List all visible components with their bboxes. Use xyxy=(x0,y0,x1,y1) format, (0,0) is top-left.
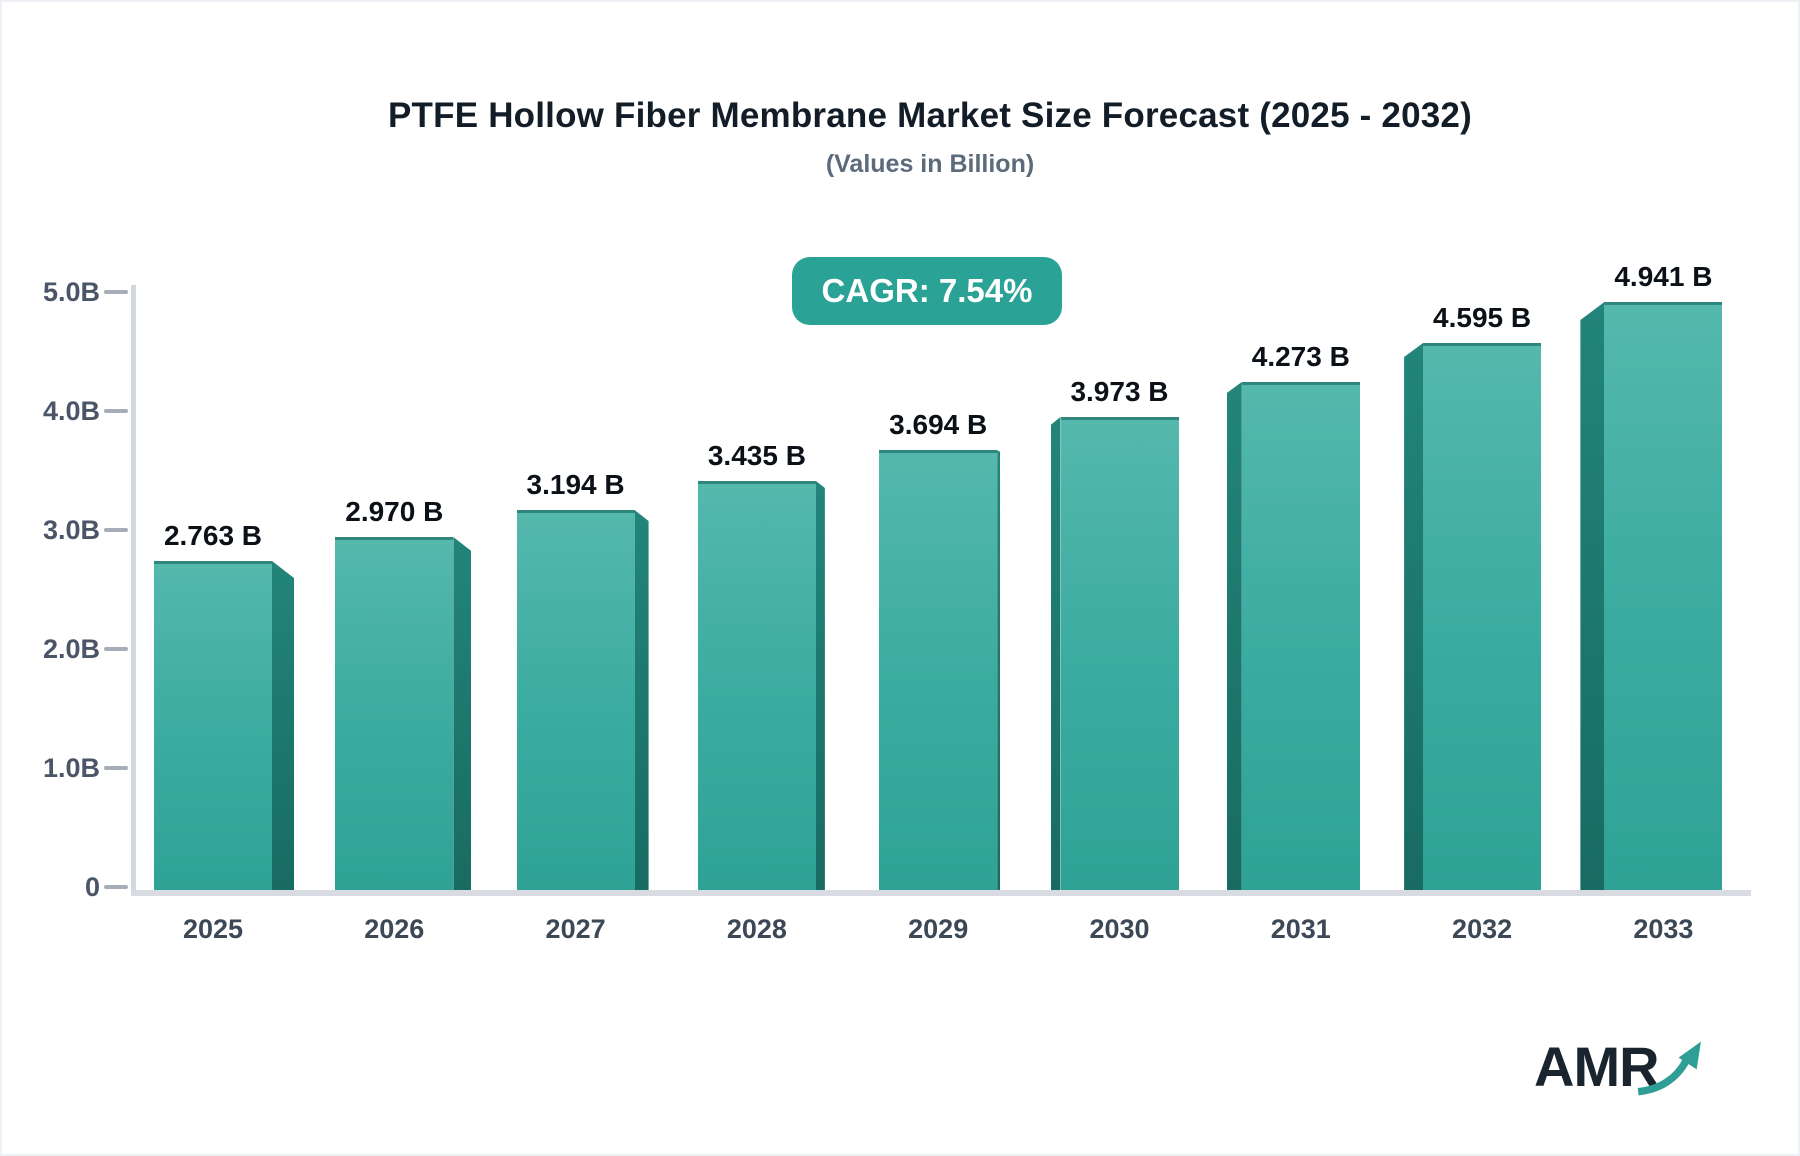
y-tick-label: 4.0B xyxy=(42,396,100,426)
bar-top-edge xyxy=(1604,302,1723,305)
chart-title: PTFE Hollow Fiber Membrane Market Size F… xyxy=(388,96,1472,135)
chart-subtitle: (Values in Billion) xyxy=(825,150,1035,178)
y-tick-label: 1.0B xyxy=(42,753,100,783)
x-tick-label: 2031 xyxy=(1270,914,1331,944)
bar-2027: 3.194 B xyxy=(516,469,649,890)
bar-2031: 4.273 B xyxy=(1226,341,1360,890)
bar-2033: 4.941 B xyxy=(1580,261,1723,890)
y-tick-dash xyxy=(104,290,128,294)
x-tick-label: 2025 xyxy=(182,914,244,944)
bar-value-label: 4.595 B xyxy=(1433,302,1532,333)
y-tick-label: 2.0B xyxy=(42,634,100,664)
y-tick-dash xyxy=(104,647,128,651)
bar-2029: 3.694 B xyxy=(879,409,1001,890)
x-tick-label: 2027 xyxy=(545,914,606,944)
bar-value-label: 3.194 B xyxy=(526,469,625,500)
bar-value-label: 2.763 B xyxy=(163,520,263,551)
bar-2032: 4.595 B xyxy=(1404,302,1542,890)
bar-3d-side xyxy=(634,510,649,890)
bar-value-label: 4.273 B xyxy=(1251,341,1350,372)
bar-value-label: 4.941 B xyxy=(1614,261,1713,292)
bar-3d-side xyxy=(1404,343,1424,890)
x-axis-line xyxy=(131,890,1751,896)
bar-top-edge xyxy=(879,450,998,453)
y-tick-label: 5.0B xyxy=(42,277,100,307)
y-tick-dash xyxy=(104,766,128,770)
bar-3d-side xyxy=(272,561,294,890)
bar-top-edge xyxy=(1423,343,1542,346)
bar-top-edge xyxy=(1241,382,1360,385)
y-axis-line xyxy=(131,285,136,892)
bar-2028: 3.435 B xyxy=(697,440,825,890)
bar-value-label: 3.435 B xyxy=(707,440,806,471)
bar-2025: 2.763 B xyxy=(154,520,294,890)
bar-2026: 2.970 B xyxy=(335,496,472,890)
bar-top-edge xyxy=(516,510,635,513)
y-tick-label: 3.0B xyxy=(42,515,100,545)
bar-value-label: 3.973 B xyxy=(1070,376,1169,407)
y-tick-dash xyxy=(104,409,128,413)
bar-3d-side xyxy=(453,537,472,890)
x-tick-label: 2033 xyxy=(1633,914,1694,944)
x-tick-label: 2030 xyxy=(1089,914,1150,944)
logo-text: AMR xyxy=(1534,1035,1660,1098)
bar-top-edge xyxy=(1060,417,1179,420)
bar-top-edge xyxy=(335,537,454,540)
y-tick-dash xyxy=(104,528,128,532)
bar-top-edge xyxy=(697,481,816,484)
amr-logo: AMR xyxy=(1534,1034,1704,1104)
bar-3d-side xyxy=(1226,382,1242,890)
growth-arrow-icon xyxy=(1637,1041,1701,1096)
x-tick-label: 2029 xyxy=(908,914,969,944)
y-tick-dash xyxy=(104,885,128,889)
bar-3d-side xyxy=(1580,302,1605,890)
bar-3d-side xyxy=(997,450,1001,890)
x-tick-label: 2026 xyxy=(364,914,425,944)
bar-value-label: 2.970 B xyxy=(345,496,444,527)
cagr-badge: CAGR: 7.54% xyxy=(792,257,1062,325)
y-tick-label: 0 xyxy=(84,872,100,902)
x-tick-label: 2028 xyxy=(726,914,787,944)
bar-3d-side xyxy=(815,481,825,890)
x-tick-label: 2032 xyxy=(1452,914,1513,944)
bar-value-label: 3.694 B xyxy=(889,409,988,440)
bar-2030: 3.973 B xyxy=(1050,376,1179,890)
bar-3d-side xyxy=(1050,417,1061,890)
bar-top-edge xyxy=(154,561,272,564)
